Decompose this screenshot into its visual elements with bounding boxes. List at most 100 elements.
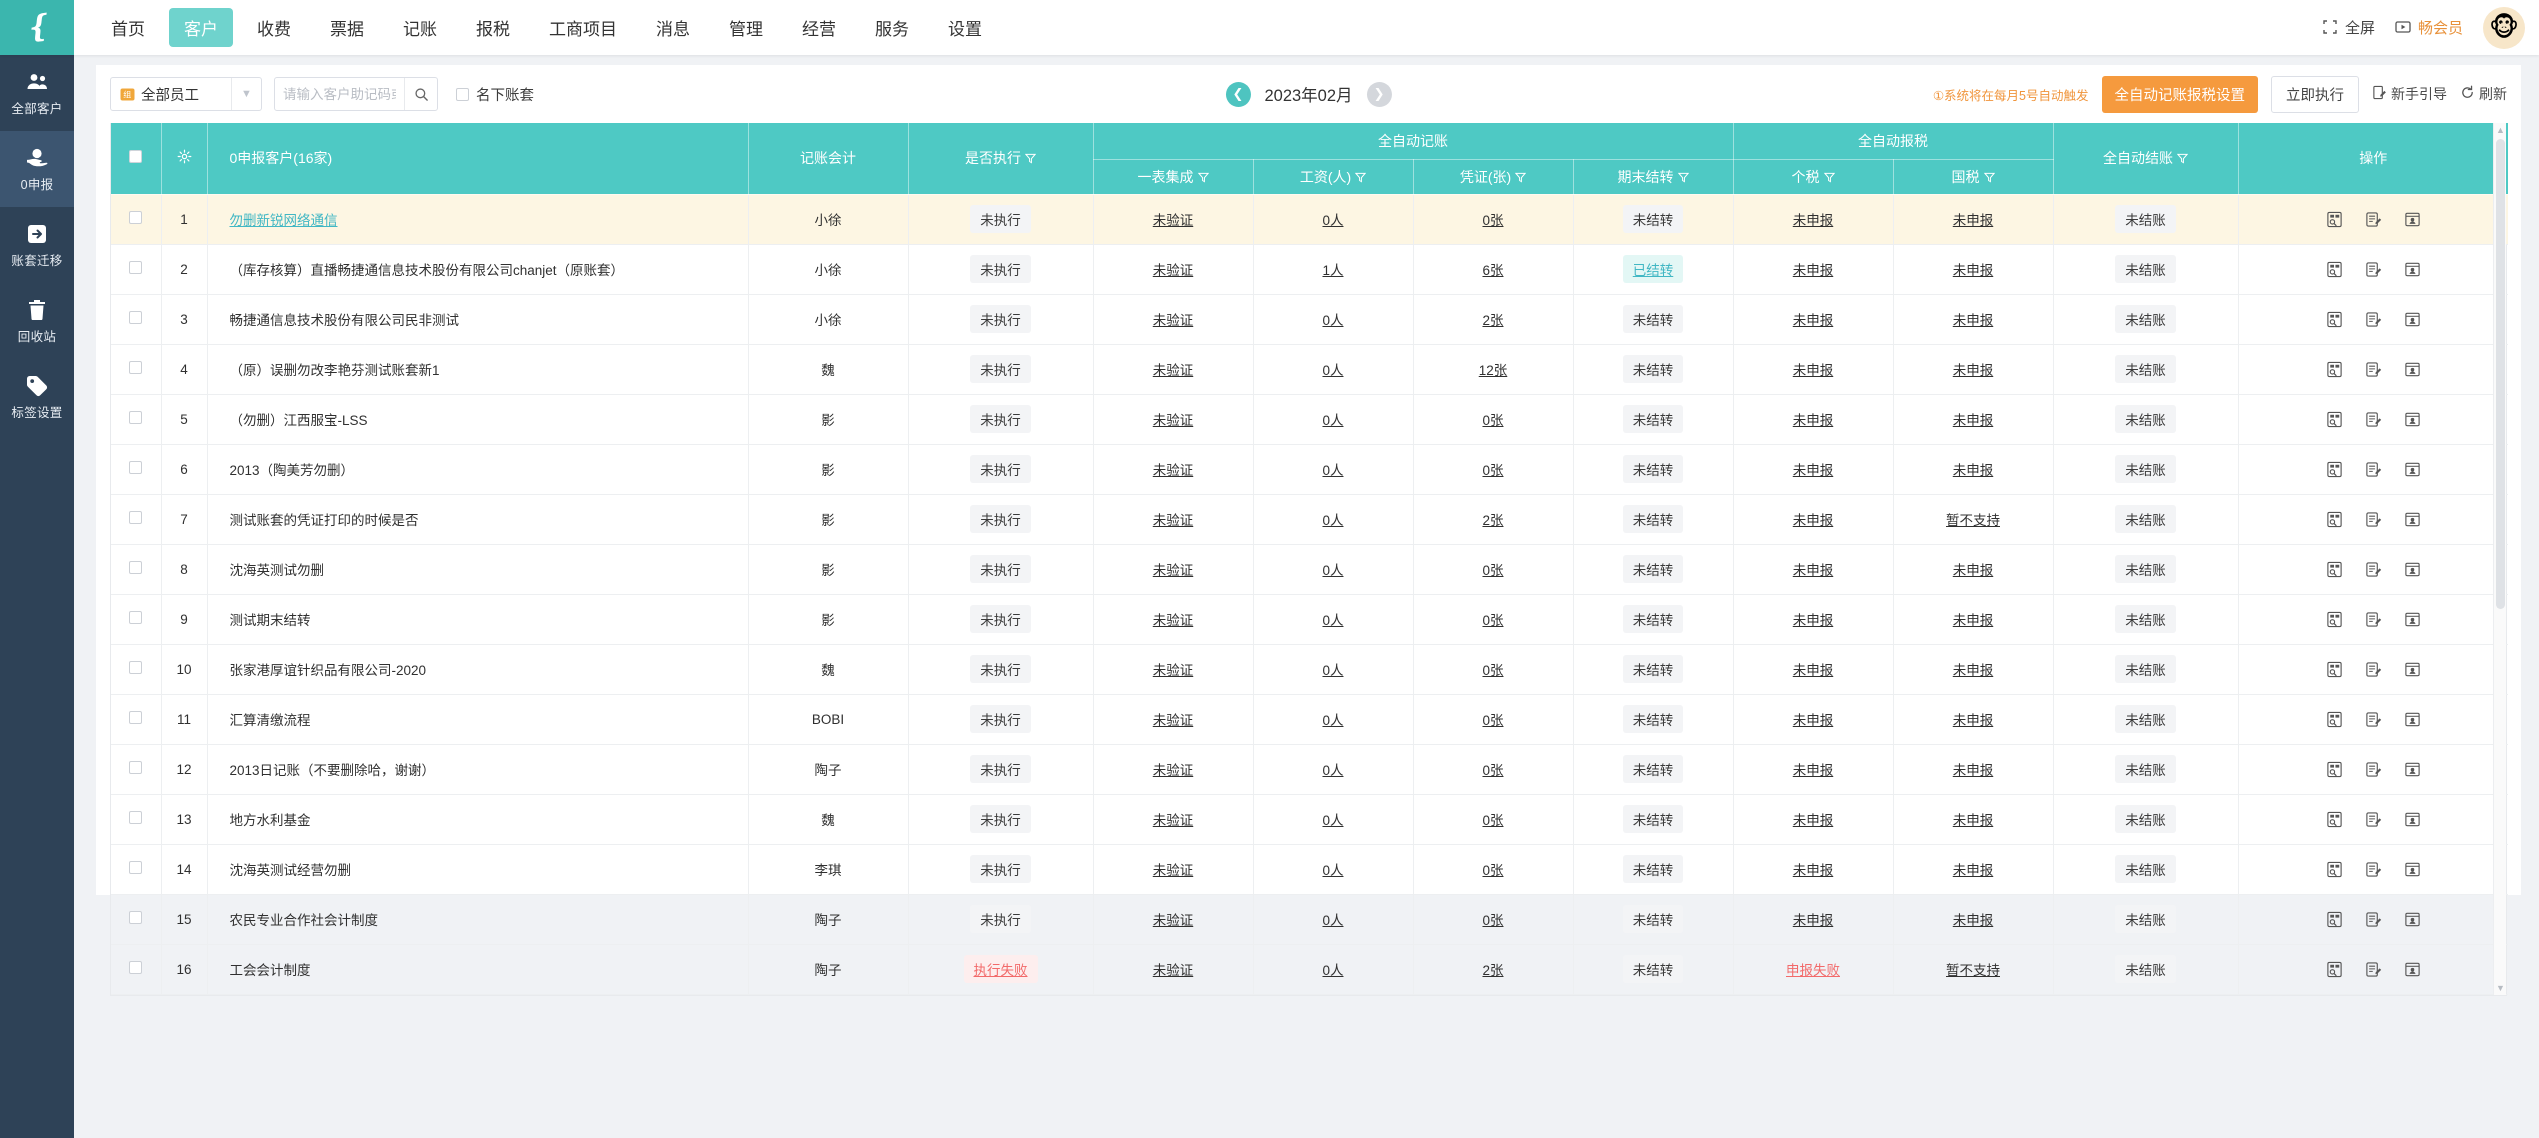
salary-cell[interactable]: 0人 [1253,594,1414,645]
executed-tag[interactable]: 未执行 [970,355,1031,383]
personal-tax-link[interactable]: 未申报 [1792,213,1834,228]
personal-tax-cell[interactable]: 未申报 [1733,644,1894,695]
voucher-cell[interactable]: 0张 [1413,594,1574,645]
voucher-cell[interactable]: 0张 [1413,444,1574,495]
row-checkbox-cell[interactable] [111,944,162,995]
query-icon[interactable] [2326,711,2343,728]
period-close-cell[interactable]: 未结转 [1573,344,1734,395]
voucher-link[interactable]: 0张 [1482,463,1504,478]
period-close-cell[interactable]: 未结转 [1573,794,1734,845]
national-tax-link[interactable]: 未申报 [1952,363,1994,378]
customer-name-cell[interactable]: （勿删）江西服宝-LSS [207,394,749,445]
executed-tag[interactable]: 未执行 [970,905,1031,933]
auto-close-cell[interactable]: 未结账 [2053,494,2239,545]
period-close-tag[interactable]: 未结转 [1622,755,1684,783]
auto-close-tag[interactable]: 未结账 [2115,555,2176,583]
avatar[interactable]: 🐵 [2483,6,2525,49]
national-tax-cell[interactable]: 未申报 [1893,444,2054,495]
voucher-link[interactable]: 2张 [1482,513,1504,528]
account-card-icon[interactable] [2404,911,2421,928]
account-card-icon[interactable] [2404,711,2421,728]
operations-cell[interactable] [2238,444,2508,495]
nav-item-11[interactable]: 设置 [948,20,982,39]
executed-tag[interactable]: 未执行 [970,555,1031,583]
period-close-cell[interactable]: 未结转 [1573,294,1734,345]
table-row[interactable]: 13 地方水利基金 魏 未执行 未验证 0人 0张 未结转 未申报 未申报 未结账 [111,794,2508,845]
customer-name-cell[interactable]: 工会会计制度 [207,944,749,995]
query-icon[interactable] [2326,661,2343,678]
row-checkbox[interactable] [129,411,143,424]
auto-close-tag[interactable]: 未结账 [2115,205,2176,233]
voucher-cell[interactable]: 0张 [1413,894,1574,945]
executed-cell[interactable]: 未执行 [908,744,1094,795]
auto-close-cell[interactable]: 未结账 [2053,444,2239,495]
scrollbar-thumb[interactable] [2496,139,2505,609]
national-tax-cell[interactable]: 未申报 [1893,344,2054,395]
executed-tag[interactable]: 未执行 [970,805,1031,833]
chevron-down-icon[interactable]: ▼ [231,78,261,110]
salary-cell[interactable]: 0人 [1253,844,1414,895]
personal-tax-cell[interactable]: 未申报 [1733,344,1894,395]
customer-name-cell[interactable]: 地方水利基金 [207,794,749,845]
account-card-icon[interactable] [2404,361,2421,378]
personal-tax-link[interactable]: 未申报 [1792,413,1834,428]
edit-report-icon[interactable] [2365,311,2382,328]
account-card-icon[interactable] [2404,861,2421,878]
national-tax-link[interactable]: 暂不支持 [1946,513,2000,528]
personal-tax-header[interactable]: 个税 [1733,159,1894,195]
table-row[interactable]: 9 测试期末结转 影 未执行 未验证 0人 0张 未结转 未申报 未申报 未结账 [111,594,2508,645]
period-close-cell[interactable]: 未结转 [1573,944,1734,995]
executed-cell[interactable]: 未执行 [908,644,1094,695]
customer-name-cell[interactable]: 沈海英测试勿删 [207,544,749,595]
salary-link[interactable]: 0人 [1322,413,1344,428]
sidebar-item-0[interactable]: 全部客户 [0,55,74,131]
row-checkbox-cell[interactable] [111,494,162,545]
table-row[interactable]: 14 沈海英测试经营勿删 李琪 未执行 未验证 0人 0张 未结转 未申报 未申报 未结账 [111,844,2508,895]
period-close-tag[interactable]: 未结转 [1622,555,1684,583]
employee-filter-select[interactable]: 组 全部员工 ▼ [110,77,262,111]
personal-tax-link[interactable]: 未申报 [1792,813,1834,828]
period-close-cell[interactable]: 已结转 [1573,244,1734,295]
salary-link[interactable]: 1人 [1322,263,1344,278]
personal-tax-link[interactable]: 未申报 [1792,713,1834,728]
row-checkbox-cell[interactable] [111,194,162,245]
personal-tax-link[interactable]: 未申报 [1792,563,1834,578]
edit-report-icon[interactable] [2365,961,2382,978]
voucher-link[interactable]: 0张 [1482,213,1504,228]
edit-report-icon[interactable] [2365,711,2382,728]
executed-tag[interactable]: 执行失败 [963,955,1038,983]
voucher-link[interactable]: 2张 [1482,313,1504,328]
row-checkbox-cell[interactable] [111,694,162,745]
one-table-link[interactable]: 未验证 [1152,363,1194,378]
national-tax-link[interactable]: 未申报 [1952,613,1994,628]
executed-tag[interactable]: 未执行 [970,705,1031,733]
period-close-cell[interactable]: 未结转 [1573,594,1734,645]
operations-cell[interactable] [2238,894,2508,945]
query-icon[interactable] [2326,861,2343,878]
executed-cell[interactable]: 未执行 [908,394,1094,445]
auto-close-cell[interactable]: 未结账 [2053,844,2239,895]
table-row[interactable]: 7 测试账套的凭证打印的时候是否 影 未执行 未验证 0人 2张 未结转 未申报 暂不支持 未结账 [111,494,2508,545]
salary-cell[interactable]: 0人 [1253,394,1414,445]
operations-cell[interactable] [2238,744,2508,795]
executed-cell[interactable]: 未执行 [908,194,1094,245]
edit-report-icon[interactable] [2365,661,2382,678]
personal-tax-cell[interactable]: 未申报 [1733,544,1894,595]
salary-cell[interactable]: 0人 [1253,194,1414,245]
salary-cell[interactable]: 0人 [1253,744,1414,795]
column-settings-icon[interactable] [177,149,192,167]
row-checkbox[interactable] [129,711,143,724]
account-card-icon[interactable] [2404,811,2421,828]
row-checkbox-cell[interactable] [111,594,162,645]
executed-cell[interactable]: 未执行 [908,594,1094,645]
one-table-cell[interactable]: 未验证 [1093,694,1254,745]
salary-link[interactable]: 0人 [1322,463,1344,478]
one-table-link[interactable]: 未验证 [1152,213,1194,228]
national-tax-link[interactable]: 未申报 [1952,663,1994,678]
salary-header[interactable]: 工资(人) [1253,159,1414,195]
nav-item-7[interactable]: 消息 [656,20,690,39]
auto-close-cell[interactable]: 未结账 [2053,744,2239,795]
customer-name-cell[interactable]: （库存核算）直播畅捷通信息技术股份有限公司chanjet（原账套） [207,244,749,295]
executed-cell[interactable]: 未执行 [908,794,1094,845]
table-row[interactable]: 1 勿删新锐网络通信 小徐 未执行 未验证 0人 0张 未结转 未申报 未申报 未结账 [111,194,2508,245]
